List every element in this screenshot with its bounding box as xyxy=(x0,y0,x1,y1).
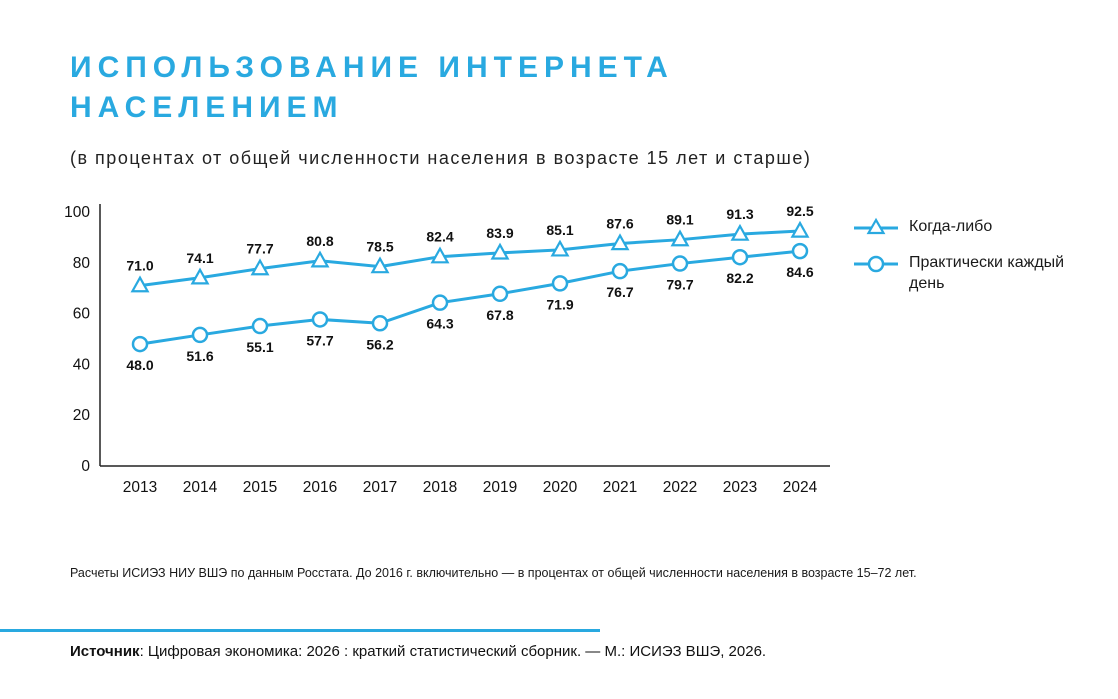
value-label: 83.9 xyxy=(486,225,513,241)
triangle-marker xyxy=(670,229,690,247)
circle-marker xyxy=(431,294,449,311)
series-line xyxy=(139,249,801,346)
value-label: 85.1 xyxy=(546,222,573,238)
x-tick-label: 2015 xyxy=(243,479,277,496)
value-label: 92.5 xyxy=(786,203,813,219)
value-label: 91.3 xyxy=(726,206,753,222)
circle-series-legend-icon xyxy=(854,255,898,272)
series-daily: 48.0 51.6 55.1 57.7 56.2 64.3 67.8 71.9 76.7 79.7… xyxy=(126,242,814,373)
series-ever: 71.0 74.1 77.7 80.8 78.5 82.4 83.9 85.1 87.6 89.1… xyxy=(126,203,814,293)
triangle-marker xyxy=(790,220,810,238)
y-tick-label: 0 xyxy=(81,458,90,475)
value-label: 57.7 xyxy=(306,332,333,348)
triangle-marker xyxy=(610,233,630,251)
triangle-marker xyxy=(490,242,510,260)
source-line: Источник: Цифровая экономика: 2026 : кра… xyxy=(70,643,1070,660)
page-title: ИСПОЛЬЗОВАНИЕ ИНТЕРНЕТА НАСЕЛЕНИЕМ xyxy=(70,48,674,127)
series-line xyxy=(139,229,801,288)
circle-marker xyxy=(611,262,629,280)
line-chart: 0 20 40 60 80 100 2013 2014 2015 2016 2017 2018 2019… xyxy=(64,203,830,496)
chart-subtitle: (в процентах от общей численности населе… xyxy=(70,148,812,168)
circle-marker xyxy=(791,242,809,260)
circle-marker xyxy=(251,317,269,335)
value-label: 84.6 xyxy=(786,264,813,280)
value-label: 55.1 xyxy=(246,339,273,355)
x-tick-label: 2021 xyxy=(603,479,637,496)
circle-marker xyxy=(551,275,569,292)
x-tick-label: 2014 xyxy=(183,479,218,496)
source-label: Источник xyxy=(70,643,140,660)
value-label: 89.1 xyxy=(666,212,693,228)
circle-marker xyxy=(131,335,149,353)
triangle-marker xyxy=(130,275,150,293)
triangle-marker xyxy=(730,223,750,241)
value-label: 79.7 xyxy=(666,277,693,293)
value-label: 87.6 xyxy=(606,215,633,231)
value-label: 64.3 xyxy=(426,316,453,332)
triangle-marker xyxy=(430,246,450,264)
chart-legend: Когда-либо Практически каждый день xyxy=(853,216,1083,309)
circle-marker xyxy=(671,255,689,272)
triangle-series-legend-icon xyxy=(854,217,898,235)
value-label: 82.2 xyxy=(726,270,753,286)
circle-marker xyxy=(491,285,509,303)
value-label: 71.9 xyxy=(546,296,573,312)
triangle-marker xyxy=(370,256,390,274)
x-tick-label: 2024 xyxy=(783,479,818,496)
value-label: 74.1 xyxy=(186,250,213,266)
triangle-marker xyxy=(250,258,270,276)
value-label: 80.8 xyxy=(306,233,333,249)
value-label: 51.6 xyxy=(186,348,213,364)
triangle-marker xyxy=(310,250,330,268)
value-label: 48.0 xyxy=(126,357,153,373)
footnote: Расчеты ИСИЭЗ НИУ ВШЭ по данным Росстата… xyxy=(70,566,917,580)
source-text: : Цифровая экономика: 2026 : краткий ста… xyxy=(139,643,767,660)
y-tick-label: 100 xyxy=(64,204,90,221)
y-tick-label: 60 xyxy=(73,306,91,323)
legend-entry-daily: Практически каждый день xyxy=(853,252,1083,295)
value-label: 67.8 xyxy=(486,307,513,323)
legend-label-ever: Когда-либо xyxy=(909,218,993,235)
value-label: 78.5 xyxy=(366,239,393,255)
accent-divider-line xyxy=(0,629,600,632)
page-title-line2: НАСЕЛЕНИЕМ xyxy=(70,90,344,124)
x-tick-label: 2017 xyxy=(363,479,397,496)
legend-entry-ever: Когда-либо xyxy=(853,216,1083,238)
y-tick-label: 80 xyxy=(73,255,91,272)
circle-marker xyxy=(731,248,749,266)
x-tick-label: 2020 xyxy=(543,479,578,496)
value-label: 71.0 xyxy=(126,258,153,274)
x-tick-label: 2013 xyxy=(123,479,157,496)
value-label: 56.2 xyxy=(366,336,393,352)
triangle-marker xyxy=(550,239,570,257)
circle-marker xyxy=(371,315,389,332)
circle-marker xyxy=(311,311,329,328)
page-title-line1: ИСПОЛЬЗОВАНИЕ ИНТЕРНЕТА xyxy=(70,51,674,84)
circle-marker xyxy=(191,326,209,344)
y-tick-label: 40 xyxy=(73,356,91,373)
x-tick-label: 2016 xyxy=(303,479,337,496)
value-label: 76.7 xyxy=(606,284,633,300)
value-label: 77.7 xyxy=(246,241,273,257)
x-tick-label: 2019 xyxy=(483,479,517,496)
legend-label-daily: Практически каждый день xyxy=(909,253,1065,293)
x-tick-label: 2018 xyxy=(423,479,457,496)
value-label: 82.4 xyxy=(426,229,453,245)
triangle-marker xyxy=(190,267,210,285)
x-tick-label: 2023 xyxy=(723,479,757,496)
y-tick-label: 20 xyxy=(73,407,91,424)
x-tick-label: 2022 xyxy=(663,479,697,496)
